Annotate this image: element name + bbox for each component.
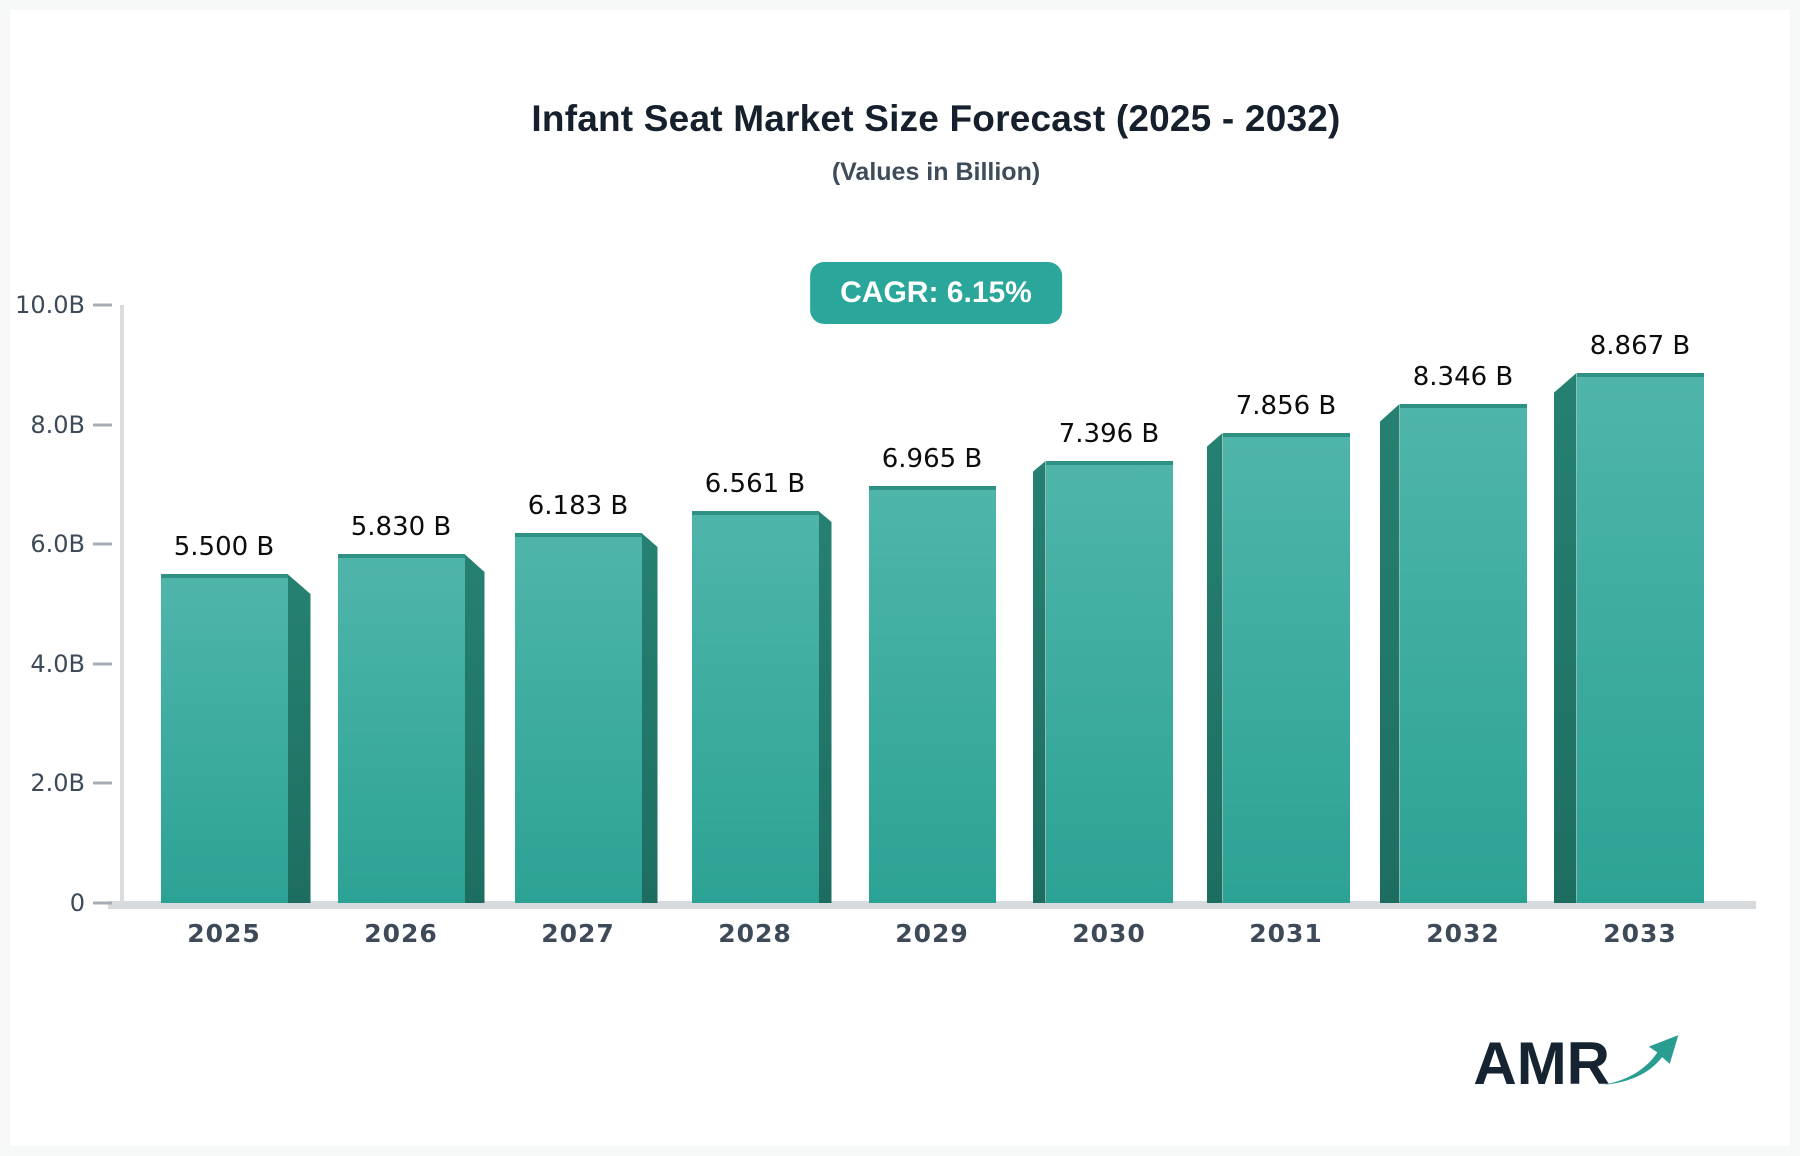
amr-logo-text: AMR	[1473, 1030, 1610, 1097]
bar-2029[interactable]: 6.965 B	[868, 444, 996, 903]
bar-face	[1222, 433, 1350, 903]
x-tick-label: 2025	[187, 919, 261, 948]
x-tick-label: 2029	[895, 919, 969, 948]
x-tick-label: 2026	[364, 919, 438, 948]
y-tick	[93, 662, 112, 666]
bar-value-label: 6.561 B	[704, 469, 806, 499]
bar-2026[interactable]: 5.830 B	[337, 512, 485, 903]
y-tick	[93, 901, 112, 905]
y-tick	[93, 423, 112, 427]
chart-title: Infant Seat Market Size Forecast (2025 -…	[531, 98, 1341, 139]
bar-2030[interactable]: 7.396 B	[1032, 419, 1173, 903]
bar-value-label: 6.183 B	[527, 491, 629, 521]
growth-arrow-icon	[1601, 1035, 1679, 1085]
amr-logo: AMR	[1473, 1028, 1686, 1094]
y-tick-label: 10.0B	[15, 291, 85, 319]
y-axis-line	[120, 305, 124, 903]
y-tick-label: 2.0B	[30, 769, 85, 798]
chart-subtitle: (Values in Billion)	[831, 158, 1041, 186]
y-tick	[93, 781, 112, 785]
x-tick-label: 2033	[1603, 919, 1677, 948]
x-axis-baseline	[108, 901, 1756, 909]
bar-face	[160, 574, 288, 903]
bar-side	[1206, 433, 1223, 903]
chart-card: Infant Seat Market Size Forecast (2025 -…	[10, 10, 1790, 1146]
x-tick-label: 2030	[1072, 919, 1146, 948]
bar-value-label: 8.346 B	[1412, 362, 1514, 392]
bar-face	[1576, 373, 1704, 903]
bar-face	[337, 554, 465, 903]
bar-side	[287, 574, 311, 903]
bar-side	[641, 533, 658, 903]
y-tick-label: 4.0B	[30, 649, 85, 678]
bar-value-label: 6.965 B	[881, 444, 983, 474]
bar-side	[464, 554, 485, 903]
y-tick-label: 6.0B	[30, 530, 85, 559]
bar-value-label: 7.396 B	[1058, 419, 1160, 449]
bar-side	[818, 511, 832, 903]
bar-face	[868, 486, 996, 903]
x-tick-label: 2032	[1426, 919, 1500, 948]
bar-2025[interactable]: 5.500 B	[160, 532, 311, 903]
y-tick	[93, 542, 112, 546]
x-tick-label: 2027	[541, 919, 615, 948]
bar-value-label: 8.867 B	[1589, 331, 1691, 361]
y-tick	[93, 303, 112, 307]
bar-2028[interactable]: 6.561 B	[691, 469, 832, 903]
bar-2031[interactable]: 7.856 B	[1206, 391, 1350, 903]
plot-area: 0 2.0B 4.0B 6.0B 8.0B 10.0B 5.500 B 2025 5.830 B…	[15, 291, 1760, 948]
x-tick-label: 2028	[718, 919, 792, 948]
x-tick-label: 2031	[1249, 919, 1323, 948]
bar-face	[1399, 404, 1527, 903]
bar-value-label: 5.500 B	[173, 532, 275, 562]
bar-side	[1379, 404, 1400, 903]
bar-2027[interactable]: 6.183 B	[514, 491, 658, 903]
bar-side	[1553, 373, 1577, 903]
bar-2032[interactable]: 8.346 B	[1379, 362, 1527, 903]
bar-face	[691, 511, 819, 903]
y-tick-label: 0	[69, 889, 85, 917]
bar-face	[1045, 461, 1173, 903]
cagr-badge: CAGR: 6.15%	[810, 262, 1062, 324]
bar-side	[1032, 461, 1046, 903]
y-tick-label: 8.0B	[30, 410, 85, 439]
bar-face	[514, 533, 642, 903]
bar-value-label: 5.830 B	[350, 512, 452, 542]
bar-2033[interactable]: 8.867 B	[1553, 331, 1704, 903]
bar-value-label: 7.856 B	[1235, 391, 1337, 421]
